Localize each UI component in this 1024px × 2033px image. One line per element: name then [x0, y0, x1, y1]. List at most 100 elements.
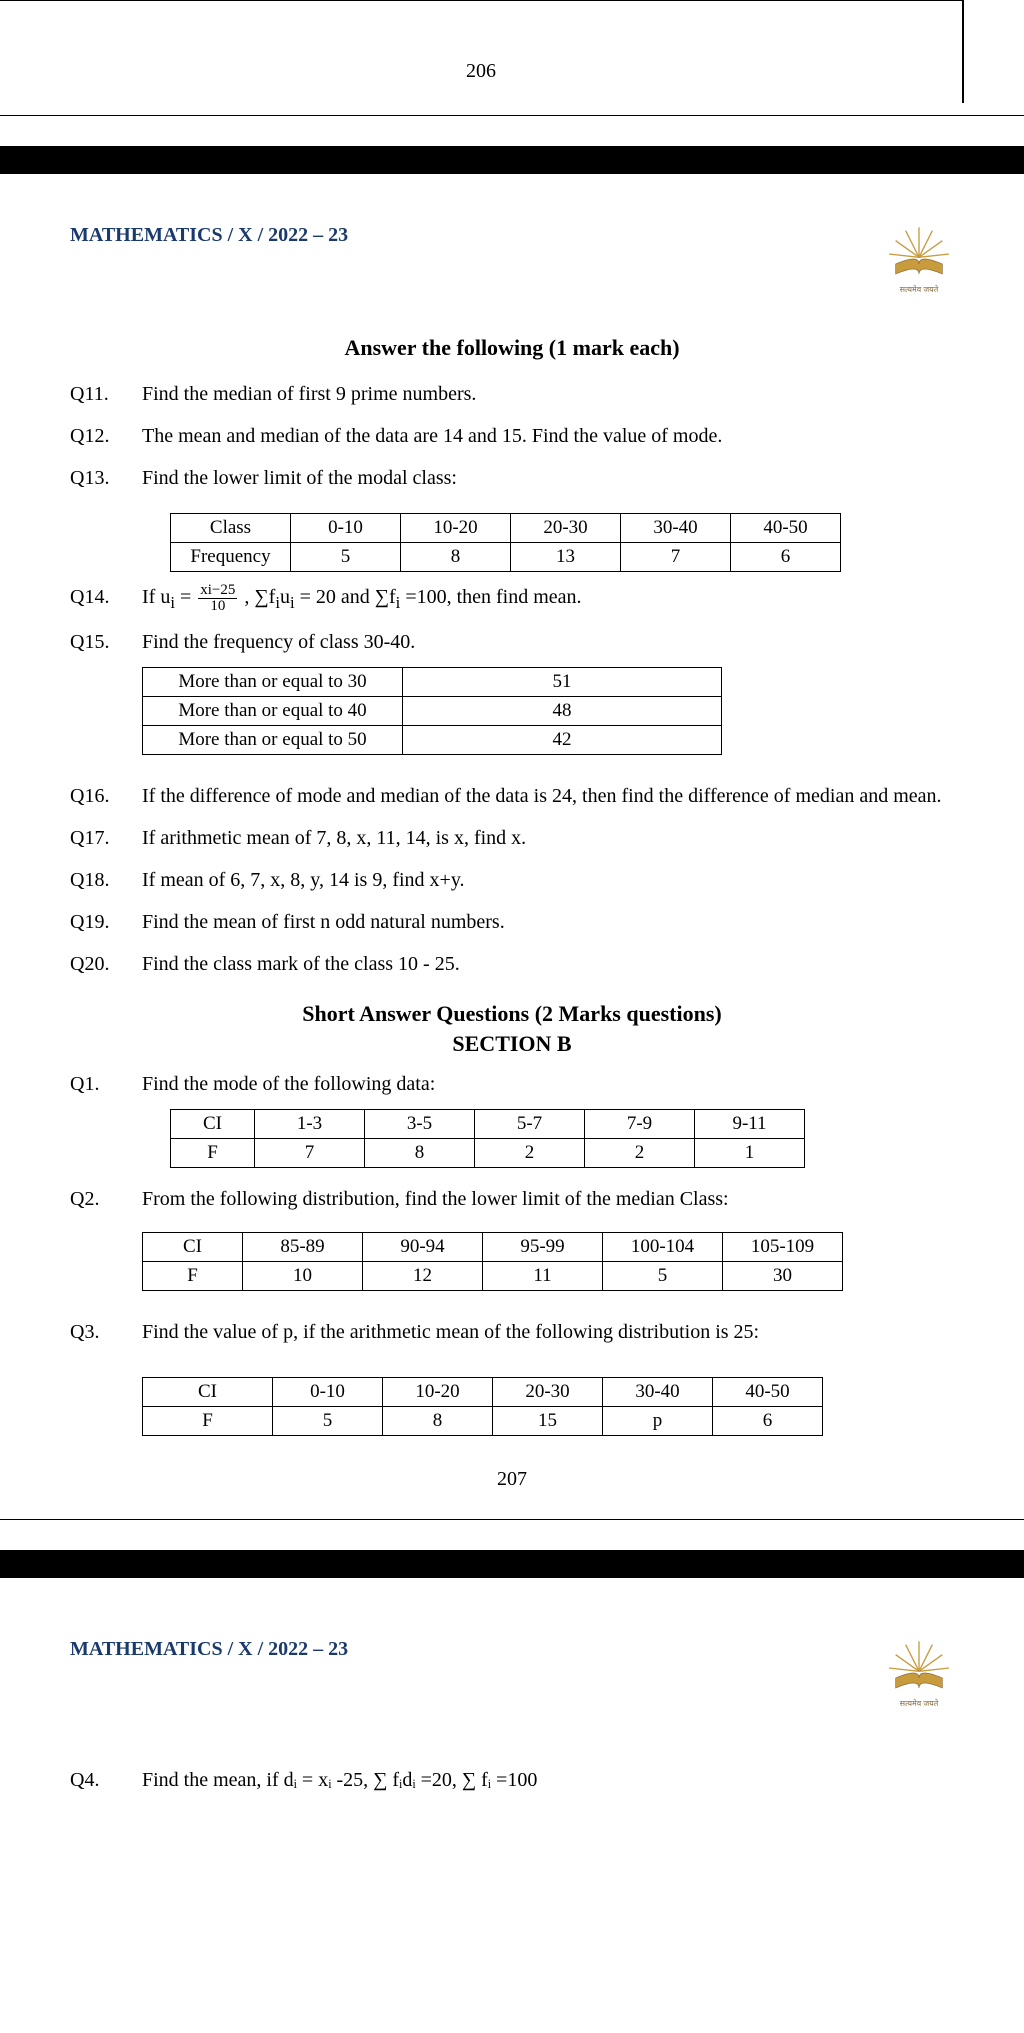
question-number: Q18. — [70, 863, 142, 897]
logo-block: सत्यमेव जयते — [884, 224, 954, 295]
table-cell: 2 — [475, 1139, 585, 1168]
table-cell: 95-99 — [483, 1233, 603, 1262]
table-q15: More than or equal to 3051More than or e… — [142, 667, 722, 755]
table-row: More than or equal to 4048 — [143, 697, 722, 726]
table-cell: 8 — [365, 1139, 475, 1168]
table-row: CI1-33-55-77-99-11 — [171, 1110, 805, 1139]
question-text: Find the mean, if dᵢ = xᵢ -25, ∑ fᵢdᵢ =2… — [142, 1769, 537, 1792]
table-cell: 12 — [363, 1262, 483, 1291]
header-row: MATHEMATICS / X / 2022 – 23 सत्यमेव जयते — [70, 1638, 954, 1709]
table-cell: 105-109 — [723, 1233, 843, 1262]
table-q13: Class0-1010-2020-3030-4040-50Frequency58… — [170, 513, 841, 572]
table-cell: 30-40 — [603, 1378, 713, 1407]
question-row: Q14. If ui = xi−25 10 , ∑fiui = 20 and ∑… — [70, 580, 954, 617]
table-cell: 0-10 — [273, 1378, 383, 1407]
question-row: Q16.If the difference of mode and median… — [70, 779, 954, 813]
table-cell: 1 — [695, 1139, 805, 1168]
page-number-bottom: 207 — [70, 1446, 954, 1507]
table-cell: 10-20 — [401, 514, 511, 543]
table-cell: CI — [171, 1110, 255, 1139]
table-cell: More than or equal to 40 — [143, 697, 403, 726]
question-row: Q20.Find the class mark of the class 10 … — [70, 947, 954, 981]
table-cell: 3-5 — [365, 1110, 475, 1139]
table-cell: 7 — [255, 1139, 365, 1168]
table-cell: 100-104 — [603, 1233, 723, 1262]
table-cell: 7-9 — [585, 1110, 695, 1139]
question-number: Q16. — [70, 779, 142, 813]
question-number: Q20. — [70, 947, 142, 981]
page-content: MATHEMATICS / X / 2022 – 23 सत्यमेव जयते… — [0, 224, 1024, 1507]
table-cell: 20-30 — [493, 1378, 603, 1407]
logo-caption: सत्यमेव जयते — [884, 284, 954, 295]
question-text: The mean and median of the data are 14 a… — [142, 419, 954, 453]
partial-question: Q4. Find the mean, if dᵢ = xᵢ -25, ∑ fᵢd… — [0, 1749, 1024, 1792]
question-row: Q1. Find the mode of the following data: — [70, 1067, 954, 1101]
table-cell: 10 — [243, 1262, 363, 1291]
question-text: If the difference of mode and median of … — [142, 779, 954, 813]
question-text: Find the median of first 9 prime numbers… — [142, 377, 954, 411]
table-cell: More than or equal to 50 — [143, 726, 403, 755]
course-title: MATHEMATICS / X / 2022 – 23 — [70, 1638, 348, 1661]
table-cell: F — [171, 1139, 255, 1168]
question-row: Q13.Find the lower limit of the modal cl… — [70, 461, 954, 495]
question-number: Q3. — [70, 1315, 142, 1349]
table-cell: 30 — [723, 1262, 843, 1291]
table-cell: 7 — [621, 543, 731, 572]
question-number: Q11. — [70, 377, 142, 411]
question-row: Q15. Find the frequency of class 30-40. — [70, 625, 954, 659]
table-row: More than or equal to 3051 — [143, 668, 722, 697]
table-cell: 40-50 — [713, 1378, 823, 1407]
table-qb3: CI0-1010-2020-3030-4040-50F5815p6 — [142, 1377, 823, 1436]
question-text: Find the lower limit of the modal class: — [142, 461, 954, 495]
table-cell: 11 — [483, 1262, 603, 1291]
question-number: Q15. — [70, 625, 142, 659]
table-row: F101211530 — [143, 1262, 843, 1291]
page-number-value: 206 — [466, 60, 496, 82]
table-row: Class0-1010-2020-3030-4040-50 — [171, 514, 841, 543]
table-row: CI0-1010-2020-3030-4040-50 — [143, 1378, 823, 1407]
section-heading-b: Short Answer Questions (2 Marks question… — [70, 1001, 954, 1027]
table-qb1: CI1-33-55-77-99-11F78221 — [170, 1109, 805, 1168]
question-row: Q2. From the following distribution, fin… — [70, 1182, 954, 1216]
question-text: From the following distribution, find th… — [142, 1182, 954, 1216]
table-cell: 5 — [603, 1262, 723, 1291]
table-cell: 30-40 — [621, 514, 731, 543]
section-sub-b: SECTION B — [70, 1031, 954, 1057]
table-row: Frequency581376 — [171, 543, 841, 572]
table-cell: 20-30 — [511, 514, 621, 543]
table-cell: 48 — [403, 697, 722, 726]
question-number: Q12. — [70, 419, 142, 453]
header-row: MATHEMATICS / X / 2022 – 23 सत्यमेव जयते — [70, 224, 954, 295]
table-cell: 5 — [291, 543, 401, 572]
question-text: Find the frequency of class 30-40. — [142, 625, 954, 659]
table-cell: 10-20 — [383, 1378, 493, 1407]
table-cell: p — [603, 1407, 713, 1436]
question-number: Q13. — [70, 461, 142, 495]
footer-content: MATHEMATICS / X / 2022 – 23 सत्यमेव जयते — [0, 1638, 1024, 1709]
page-number-top: 206 — [0, 0, 964, 103]
question-number: Q17. — [70, 821, 142, 855]
question-text: Find the mean of first n odd natural num… — [142, 905, 954, 939]
table-cell: 6 — [731, 543, 841, 572]
table-cell: 90-94 — [363, 1233, 483, 1262]
divider-bar — [0, 146, 1024, 174]
fraction: xi−25 10 — [198, 583, 237, 614]
rule — [0, 115, 1024, 116]
question-text: Find the value of p, if the arithmetic m… — [142, 1315, 954, 1349]
table-cell: 40-50 — [731, 514, 841, 543]
table-cell: 85-89 — [243, 1233, 363, 1262]
table-cell: CI — [143, 1233, 243, 1262]
table-cell: 9-11 — [695, 1110, 805, 1139]
table-row: F78221 — [171, 1139, 805, 1168]
question-text: Find the mode of the following data: — [142, 1067, 954, 1101]
question-row: Q12.The mean and median of the data are … — [70, 419, 954, 453]
course-title: MATHEMATICS / X / 2022 – 23 — [70, 224, 348, 247]
sun-book-icon — [884, 224, 954, 284]
logo-block: सत्यमेव जयते — [884, 1638, 954, 1709]
question-row: Q18.If mean of 6, 7, x, 8, y, 14 is 9, f… — [70, 863, 954, 897]
rule — [0, 1519, 1024, 1520]
question-row: Q17.If arithmetic mean of 7, 8, x, 11, 1… — [70, 821, 954, 855]
table-cell: 6 — [713, 1407, 823, 1436]
question-row: Q19.Find the mean of first n odd natural… — [70, 905, 954, 939]
table-cell: 2 — [585, 1139, 695, 1168]
